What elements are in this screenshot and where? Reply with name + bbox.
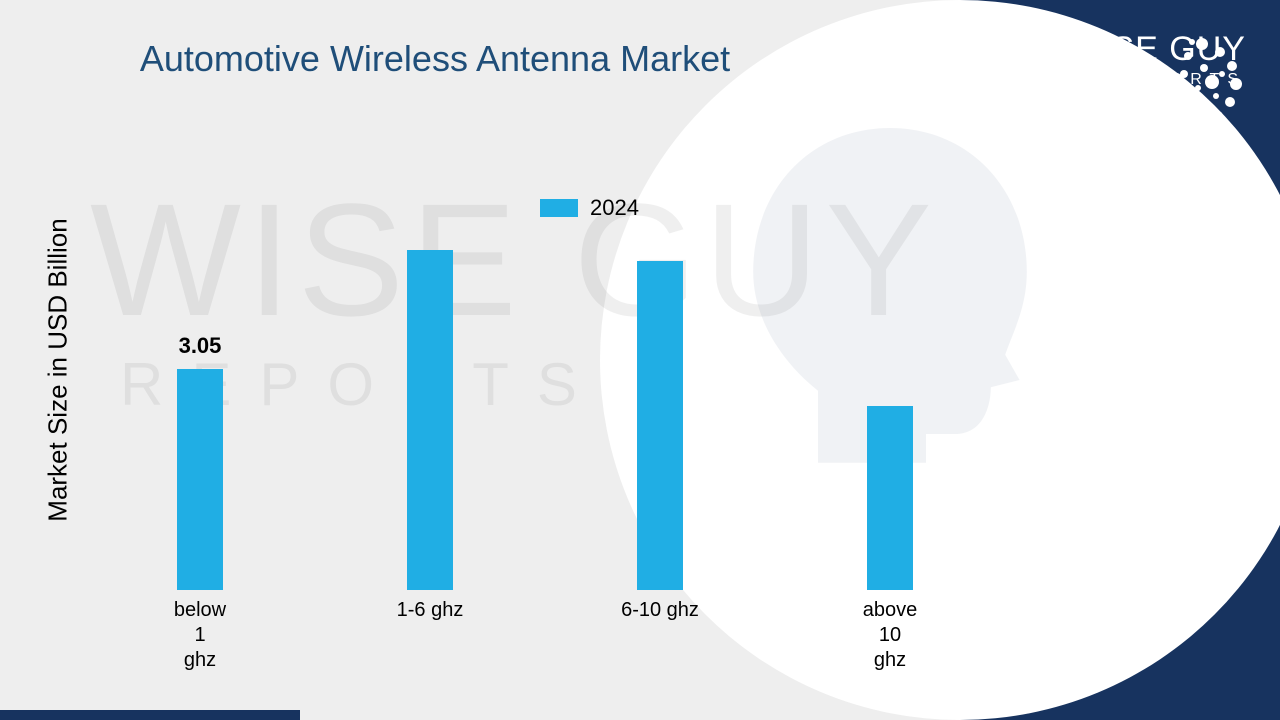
brand-logo: WISE GUY REPORTS xyxy=(1068,30,1246,89)
x-axis-label: 6-10 ghz xyxy=(590,598,730,623)
plot-area: 3.05below1ghz1-6 ghz6-10 ghzabove10ghz xyxy=(110,120,940,590)
y-axis-label: Market Size in USD Billion xyxy=(43,218,74,521)
logo-head-icon xyxy=(1132,24,1252,144)
x-axis-label: 1-6 ghz xyxy=(360,598,500,623)
bar xyxy=(867,406,913,590)
bar xyxy=(177,369,223,590)
bar xyxy=(407,250,453,590)
legend-label: 2024 xyxy=(590,195,639,221)
chart-title: Automotive Wireless Antenna Market xyxy=(0,38,870,80)
bar-value-label: 3.05 xyxy=(179,333,222,359)
legend-swatch xyxy=(540,199,578,217)
bars-container: 3.05below1ghz1-6 ghz6-10 ghzabove10ghz xyxy=(110,120,940,590)
x-axis-label: above10ghz xyxy=(820,598,960,673)
bar xyxy=(637,261,683,590)
bottom-accent-bar xyxy=(0,710,300,720)
legend: 2024 xyxy=(540,195,639,221)
chart-stage: WISE GUY REPORTS Automotive Wireless Ant… xyxy=(0,0,1280,720)
x-axis-label: below1ghz xyxy=(130,598,270,673)
